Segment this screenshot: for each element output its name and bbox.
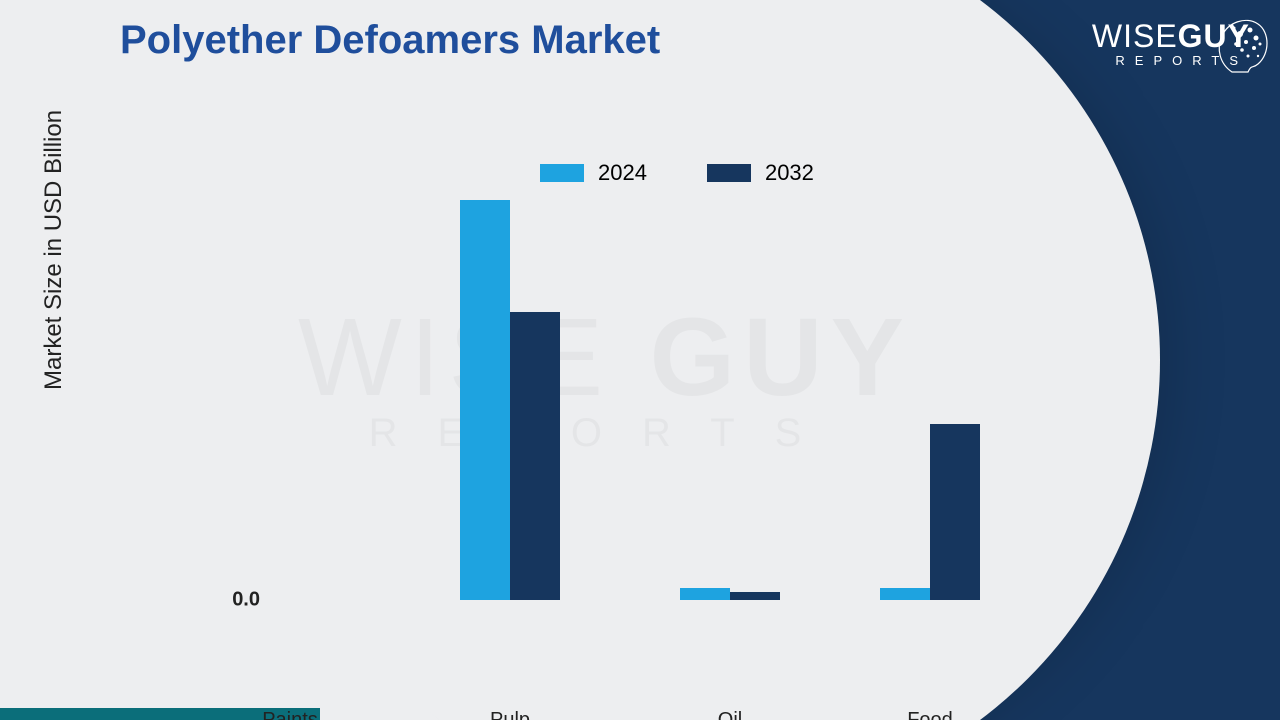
y-axis-label: Market Size in USD Billion (40, 110, 68, 390)
category-label: Paints&Amp;Coatings (200, 708, 380, 720)
chart: 0.0 Paints&Amp;CoatingsPulp&Amp;PaperOil… (120, 200, 940, 600)
page: WISEGUY REPORTS WISE GUY REPORTS Polyeth… (0, 0, 1280, 720)
legend: 2024 2032 (540, 160, 814, 186)
bar-2024 (880, 588, 930, 600)
brand-line1: WISEGUY (1092, 18, 1250, 55)
legend-item-2024: 2024 (540, 160, 647, 186)
category-label: Pulp&Amp;Paper (420, 708, 600, 720)
bar-2024 (460, 200, 510, 600)
category-label: Oil&Amp;Gas (640, 708, 820, 720)
brand-line1-light: WISE (1092, 18, 1178, 54)
bar-2024 (680, 588, 730, 600)
brand-line2: REPORTS (1092, 53, 1250, 68)
category-group (200, 200, 380, 600)
x-labels: Paints&Amp;CoatingsPulp&Amp;PaperOil&Amp… (200, 600, 940, 700)
legend-label-2032: 2032 (765, 160, 814, 186)
bar-2032 (930, 424, 980, 600)
legend-swatch-2024 (540, 164, 584, 182)
category-label: Food&Amp;Beverages (840, 708, 1020, 720)
bar-pair (880, 424, 980, 600)
plot-area: 0.0 (200, 200, 940, 600)
category-group (640, 200, 820, 600)
category-group (420, 200, 600, 600)
category-group (840, 200, 1020, 600)
bar-pair (680, 588, 780, 600)
legend-swatch-2032 (707, 164, 751, 182)
chart-title: Polyether Defoamers Market (120, 18, 660, 63)
legend-label-2024: 2024 (598, 160, 647, 186)
brand-logo: WISEGUY REPORTS (1092, 18, 1250, 68)
bar-2032 (730, 592, 780, 600)
bar-pair (460, 200, 560, 600)
brand-line1-bold: GUY (1178, 18, 1250, 54)
bar-2032 (510, 312, 560, 600)
legend-item-2032: 2032 (707, 160, 814, 186)
